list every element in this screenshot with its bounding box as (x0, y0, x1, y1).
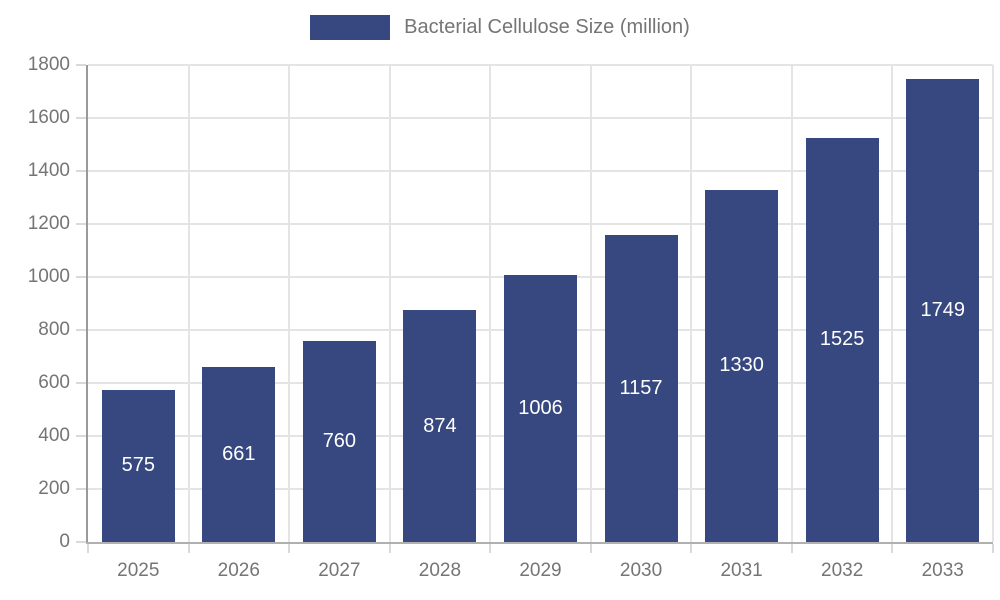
x-tick-label: 2027 (318, 560, 361, 581)
bar-value-label: 575 (121, 454, 155, 477)
y-axis-line (86, 65, 88, 544)
y-axis-tick (76, 541, 86, 543)
legend-label: Bacterial Cellulose Size (million) (404, 16, 690, 38)
x-gridline (388, 65, 391, 542)
y-tick-label: 800 (38, 319, 70, 340)
y-tick-label: 200 (38, 478, 70, 499)
x-gridline (489, 65, 492, 542)
x-tick-label: 2026 (217, 560, 260, 581)
legend-swatch-icon (310, 15, 391, 40)
y-axis-tick (76, 117, 86, 119)
bar-2027: 760 (302, 340, 376, 542)
x-gridline (589, 65, 592, 542)
x-tick-label: 2032 (821, 560, 864, 581)
y-tick-label: 1800 (27, 54, 70, 75)
y-gridline (88, 117, 993, 119)
y-tick-label: 1000 (27, 266, 70, 287)
y-tick-label: 1200 (27, 213, 70, 234)
x-tick-label: 2029 (519, 560, 562, 581)
x-axis-tick (589, 544, 592, 553)
bar-2028: 874 (403, 310, 477, 542)
x-axis-tick (790, 544, 793, 553)
y-gridline (88, 170, 993, 172)
x-gridline (891, 65, 894, 542)
y-gridline (88, 64, 993, 66)
y-axis-tick (76, 488, 86, 490)
x-gridline (690, 65, 693, 542)
y-axis-tick (76, 170, 86, 172)
x-tick-label: 2033 (921, 560, 964, 581)
bar-2033: 1749 (906, 78, 980, 542)
bar-value-label: 1749 (920, 298, 965, 321)
bar-2031: 1330 (705, 189, 779, 542)
bar-value-label: 760 (322, 429, 357, 452)
legend[interactable]: Bacterial Cellulose Size (million) (0, 15, 1000, 40)
bar-2030: 1157 (604, 235, 678, 542)
x-axis-tick (187, 544, 190, 553)
bar-value-label: 661 (222, 442, 256, 465)
bar-value-label: 1330 (719, 354, 764, 377)
x-axis-line (86, 542, 993, 544)
bar-2025: 575 (101, 389, 175, 542)
y-axis-tick (76, 435, 86, 437)
bar-value-label: 1006 (518, 397, 563, 420)
x-tick-label: 2030 (619, 560, 663, 581)
x-axis-tick (992, 544, 994, 553)
bar-value-label: 1525 (819, 328, 865, 351)
x-axis-tick (388, 544, 391, 553)
y-axis-tick (76, 223, 86, 225)
y-tick-label: 1400 (27, 160, 70, 181)
y-tick-label: 600 (38, 372, 70, 393)
bar-value-label: 874 (423, 414, 457, 437)
bar-2026: 661 (202, 366, 276, 542)
y-tick-label: 400 (38, 425, 70, 446)
x-axis-tick (690, 544, 693, 553)
x-tick-label: 2028 (418, 560, 462, 581)
x-gridline (790, 65, 793, 542)
y-axis-tick (76, 276, 86, 278)
y-axis-tick (76, 64, 86, 66)
bar-2029: 1006 (504, 275, 577, 542)
x-gridline (288, 65, 291, 542)
x-gridline (992, 65, 994, 542)
y-gridline (88, 223, 993, 225)
x-axis-tick (87, 544, 89, 553)
bar-2032: 1525 (805, 137, 879, 542)
x-axis-tick (489, 544, 492, 553)
x-gridline (187, 65, 190, 542)
bar-value-label: 1157 (619, 377, 663, 400)
y-axis-tick (76, 329, 86, 331)
x-tick-label: 2031 (720, 560, 763, 581)
x-tick-label: 2025 (117, 560, 160, 581)
x-axis-tick (288, 544, 291, 553)
y-tick-label: 1600 (27, 107, 70, 128)
y-axis-tick (76, 382, 86, 384)
y-tick-label: 0 (59, 531, 70, 552)
x-axis-tick (891, 544, 894, 553)
